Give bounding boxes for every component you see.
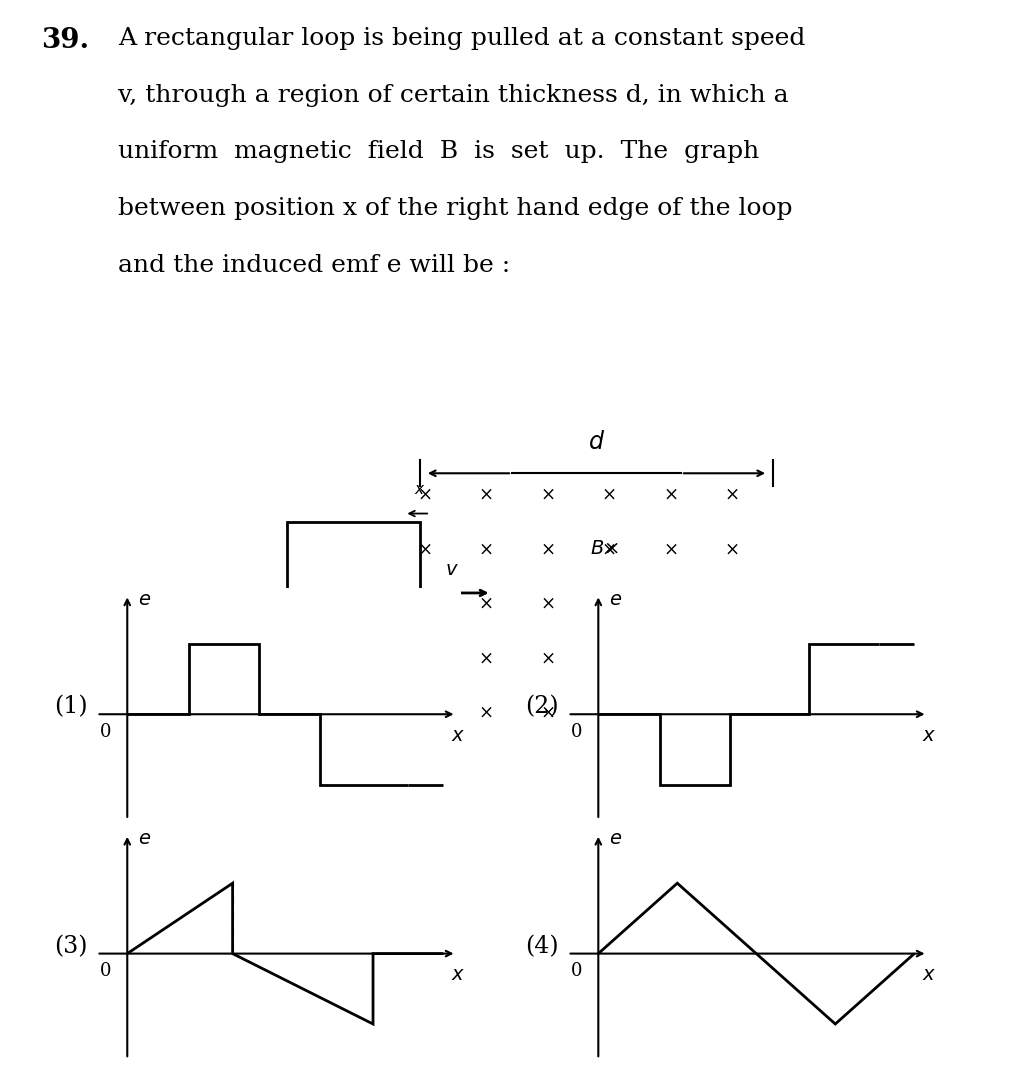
Text: $e$: $e$: [609, 591, 622, 609]
Text: ×: ×: [725, 541, 739, 558]
Text: ×: ×: [725, 704, 739, 721]
Text: ×: ×: [418, 541, 432, 558]
Text: $B$×: $B$×: [590, 541, 618, 558]
Text: ×: ×: [602, 595, 616, 613]
Text: ×: ×: [541, 541, 555, 558]
Text: (3): (3): [54, 935, 88, 959]
Text: $x$: $x$: [922, 727, 936, 745]
Text: $e$: $e$: [138, 830, 151, 849]
Text: 0: 0: [100, 722, 112, 741]
Text: ×: ×: [479, 486, 494, 504]
Text: ×: ×: [418, 486, 432, 504]
Text: A rectangular loop is being pulled at a constant speed: A rectangular loop is being pulled at a …: [118, 27, 805, 50]
Text: 0: 0: [100, 962, 112, 980]
Text: ×: ×: [664, 704, 678, 721]
Text: ×: ×: [602, 650, 616, 667]
Text: ×: ×: [664, 595, 678, 613]
Text: ×: ×: [479, 650, 494, 667]
Text: $e$: $e$: [138, 591, 151, 609]
Text: (4): (4): [525, 935, 559, 959]
Text: ×: ×: [541, 595, 555, 613]
Text: ×: ×: [664, 650, 678, 667]
Text: 0: 0: [571, 962, 583, 980]
Text: ×: ×: [725, 595, 739, 613]
Text: ×: ×: [479, 541, 494, 558]
Text: uniform  magnetic  field  B  is  set  up.  The  graph: uniform magnetic field B is set up. The …: [118, 140, 759, 163]
Text: ×: ×: [479, 704, 494, 721]
Text: between position x of the right hand edge of the loop: between position x of the right hand edg…: [118, 197, 793, 220]
Text: 39.: 39.: [41, 27, 89, 54]
Text: ×: ×: [418, 650, 432, 667]
Text: ×: ×: [725, 650, 739, 667]
FancyBboxPatch shape: [287, 522, 420, 669]
Text: ×: ×: [602, 541, 616, 558]
Text: $x$: $x$: [451, 966, 465, 985]
Text: ×: ×: [602, 704, 616, 721]
Text: $x$: $x$: [451, 727, 465, 745]
Text: and the induced emf e will be :: and the induced emf e will be :: [118, 254, 510, 276]
Text: ×: ×: [418, 704, 432, 721]
Text: (2): (2): [525, 695, 559, 719]
Text: $d$: $d$: [588, 431, 605, 454]
Text: ×: ×: [664, 486, 678, 504]
Text: 0: 0: [571, 722, 583, 741]
Text: $x$: $x$: [922, 966, 936, 985]
Text: ×: ×: [725, 486, 739, 504]
Text: ×: ×: [479, 595, 494, 613]
Text: $v$: $v$: [445, 560, 459, 579]
Text: v, through a region of certain thickness d, in which a: v, through a region of certain thickness…: [118, 84, 788, 107]
Text: ×: ×: [418, 595, 432, 613]
Text: ×: ×: [541, 486, 555, 504]
Text: ×: ×: [664, 541, 678, 558]
Text: (1): (1): [54, 695, 88, 719]
Text: ×: ×: [602, 486, 616, 504]
Text: $x$: $x$: [414, 483, 426, 497]
Text: ×: ×: [541, 650, 555, 667]
Text: ×: ×: [541, 704, 555, 721]
Text: $e$: $e$: [609, 830, 622, 849]
